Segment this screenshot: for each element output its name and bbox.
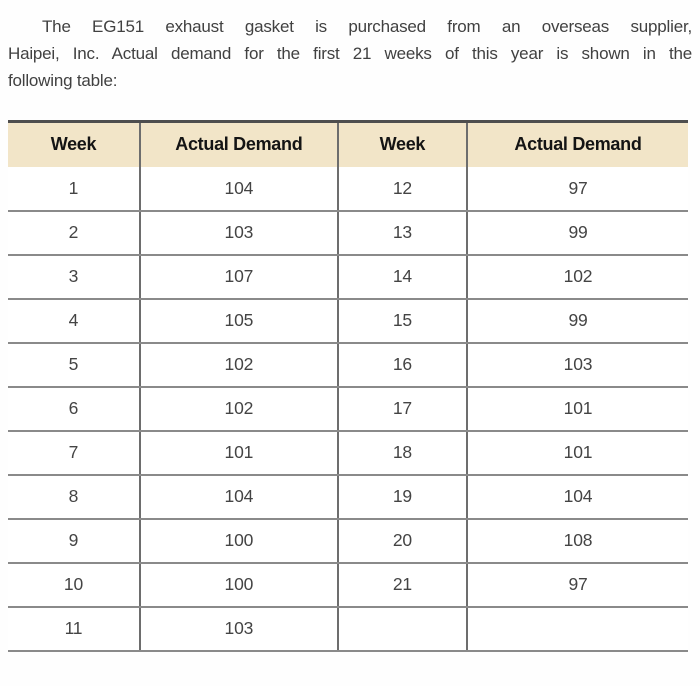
demand-table-header: Week Actual Demand Week Actual Demand xyxy=(8,121,688,167)
actual-demand-cell: 101 xyxy=(465,386,688,432)
week-cell: 18 xyxy=(336,430,467,476)
header-actual-demand-1: Actual Demand xyxy=(138,121,338,167)
actual-demand-cell: 104 xyxy=(138,166,338,212)
table-body: 1 104 12 97 2 103 13 99 3 107 14 102 4 105 15 99 5 102 16 1… xyxy=(8,166,688,652)
table-row: 5 102 16 103 xyxy=(8,342,688,388)
actual-demand-cell xyxy=(465,606,688,652)
week-cell: 10 xyxy=(8,562,140,608)
week-cell: 6 xyxy=(8,386,140,432)
week-cell: 3 xyxy=(8,254,140,300)
actual-demand-cell: 105 xyxy=(138,298,338,344)
week-cell: 20 xyxy=(336,518,467,564)
header-week-1: Week xyxy=(8,121,140,167)
table-row: 4 105 15 99 xyxy=(8,298,688,344)
actual-demand-cell: 101 xyxy=(465,430,688,476)
actual-demand-cell: 102 xyxy=(138,342,338,388)
actual-demand-cell: 97 xyxy=(465,562,688,608)
week-cell: 8 xyxy=(8,474,140,520)
week-cell: 11 xyxy=(8,606,140,652)
actual-demand-cell: 99 xyxy=(465,210,688,256)
paragraph-line: following table: xyxy=(8,71,118,90)
week-cell: 7 xyxy=(8,430,140,476)
week-cell: 1 xyxy=(8,166,140,212)
actual-demand-cell: 99 xyxy=(465,298,688,344)
actual-demand-cell: 97 xyxy=(465,166,688,212)
header-actual-demand-2: Actual Demand xyxy=(465,121,688,167)
actual-demand-cell: 100 xyxy=(138,562,338,608)
header-week-2: Week xyxy=(336,121,467,167)
week-cell: 16 xyxy=(336,342,467,388)
actual-demand-cell: 102 xyxy=(465,254,688,300)
table-row: 10 100 21 97 xyxy=(8,562,688,608)
actual-demand-cell: 108 xyxy=(465,518,688,564)
actual-demand-cell: 104 xyxy=(138,474,338,520)
table-row: 6 102 17 101 xyxy=(8,386,688,432)
actual-demand-cell: 103 xyxy=(138,210,338,256)
table-row: 7 101 18 101 xyxy=(8,430,688,476)
table-row: 1 104 12 97 xyxy=(8,166,688,212)
actual-demand-cell: 102 xyxy=(138,386,338,432)
intro-paragraph: The EG151 exhaust gasket is purchased fr… xyxy=(8,13,692,94)
table-row: 3 107 14 102 xyxy=(8,254,688,300)
week-cell: 13 xyxy=(336,210,467,256)
header-row: Week Actual Demand Week Actual Demand xyxy=(8,121,688,167)
week-cell: 17 xyxy=(336,386,467,432)
week-cell: 14 xyxy=(336,254,467,300)
actual-demand-cell: 101 xyxy=(138,430,338,476)
paragraph-line: Haipei, Inc. Actual demand for the first… xyxy=(8,44,692,63)
table-row: 8 104 19 104 xyxy=(8,474,688,520)
actual-demand-cell: 100 xyxy=(138,518,338,564)
week-cell: 12 xyxy=(336,166,467,212)
week-cell: 15 xyxy=(336,298,467,344)
week-cell: 19 xyxy=(336,474,467,520)
actual-demand-cell: 103 xyxy=(138,606,338,652)
week-cell: 21 xyxy=(336,562,467,608)
table-row: 9 100 20 108 xyxy=(8,518,688,564)
week-cell: 5 xyxy=(8,342,140,388)
actual-demand-cell: 107 xyxy=(138,254,338,300)
table-row: 2 103 13 99 xyxy=(8,210,688,256)
week-cell: 2 xyxy=(8,210,140,256)
week-cell: 9 xyxy=(8,518,140,564)
actual-demand-cell: 103 xyxy=(465,342,688,388)
actual-demand-cell: 104 xyxy=(465,474,688,520)
week-cell: 4 xyxy=(8,298,140,344)
paragraph-line: The EG151 exhaust gasket is purchased fr… xyxy=(42,17,692,36)
week-cell xyxy=(336,606,467,652)
table-row: 11 103 xyxy=(8,606,688,652)
